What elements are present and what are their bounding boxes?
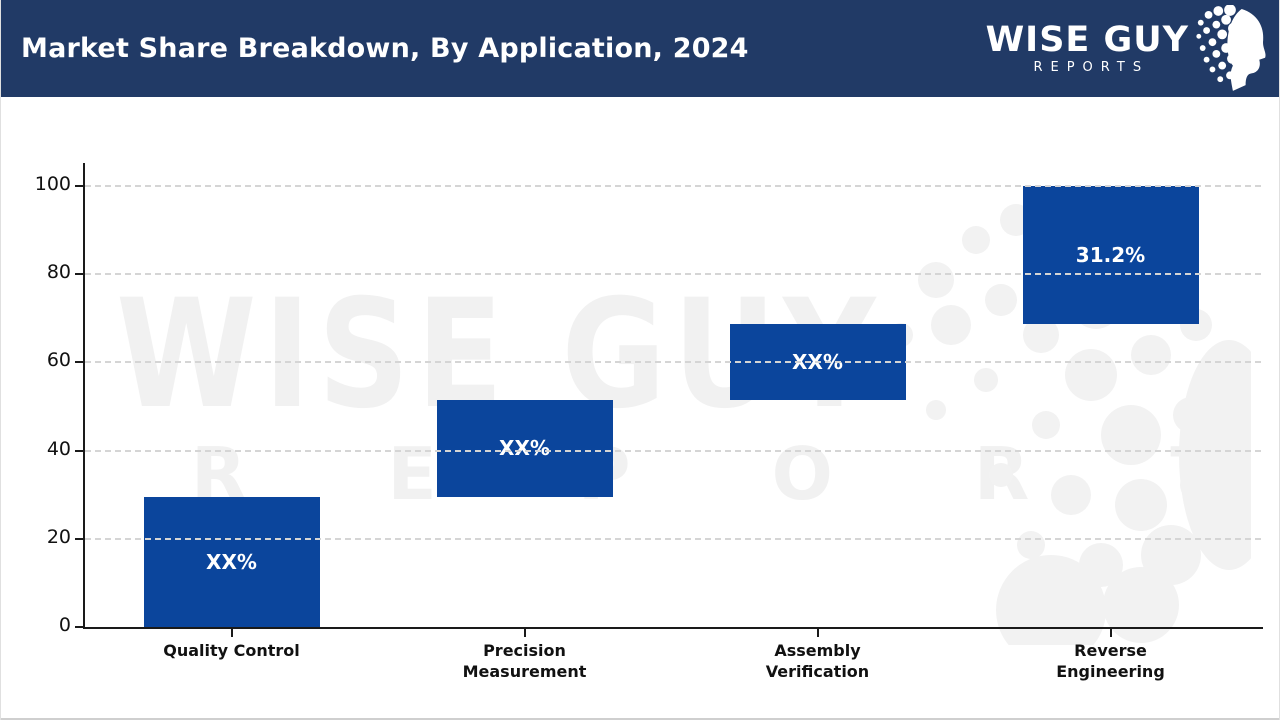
x-axis-line [83, 627, 1263, 629]
x-axis-tick [230, 629, 233, 637]
y-axis-tick [75, 537, 83, 540]
y-axis-tick-label: 40 [46, 437, 71, 460]
gridline [85, 449, 1261, 452]
x-axis-category-label: Reverse Engineering [1056, 641, 1165, 681]
dotted-face-icon [1196, 4, 1266, 91]
y-axis-tick [75, 185, 83, 187]
bar-value-label: XX% [206, 549, 257, 574]
bar-value-label: 31.2% [1075, 242, 1146, 267]
waterfall-bar: XX% [436, 399, 613, 497]
x-axis-category-label: Quality Control [163, 641, 300, 660]
page-title: Market Share Breakdown, By Application, … [21, 33, 749, 64]
y-axis-tick-label: 20 [46, 525, 71, 548]
gridline [85, 361, 1261, 364]
gridline [85, 273, 1261, 276]
watermark-reports-text: R E P O R T S [191, 432, 1279, 516]
brand-logo: WISE GUY REPORTS [986, 0, 1269, 97]
y-axis-tick [75, 361, 83, 364]
waterfall-bar: XX% [143, 496, 320, 627]
y-axis-tick-label: 100 [34, 173, 71, 195]
bar-value-label: XX% [499, 436, 550, 461]
gridline [85, 185, 1261, 187]
x-axis-tick [1109, 629, 1112, 637]
image-bottom-border [1, 718, 1279, 720]
waterfall-bar: 31.2% [1022, 186, 1199, 324]
y-axis-tick [75, 626, 83, 628]
y-axis-tick-label: 0 [58, 614, 71, 636]
x-axis-tick [523, 629, 526, 637]
brand-name: WISE GUY [985, 20, 1189, 60]
y-axis-tick-label: 80 [46, 261, 71, 284]
brand-subname: REPORTS [1033, 60, 1150, 75]
x-axis-tick [816, 629, 819, 637]
y-axis-tick [75, 449, 83, 452]
y-axis-tick [75, 273, 83, 276]
y-axis-line [83, 163, 85, 629]
x-axis-category-label: Assembly Verification [765, 641, 870, 681]
x-axis-category-label: Precision Measurement [462, 641, 587, 681]
brand-logo-text: WISE GUY REPORTS [986, 22, 1189, 75]
header-bar: Market Share Breakdown, By Application, … [1, 0, 1279, 97]
y-axis-tick-label: 60 [46, 349, 71, 372]
gridline [85, 537, 1261, 540]
